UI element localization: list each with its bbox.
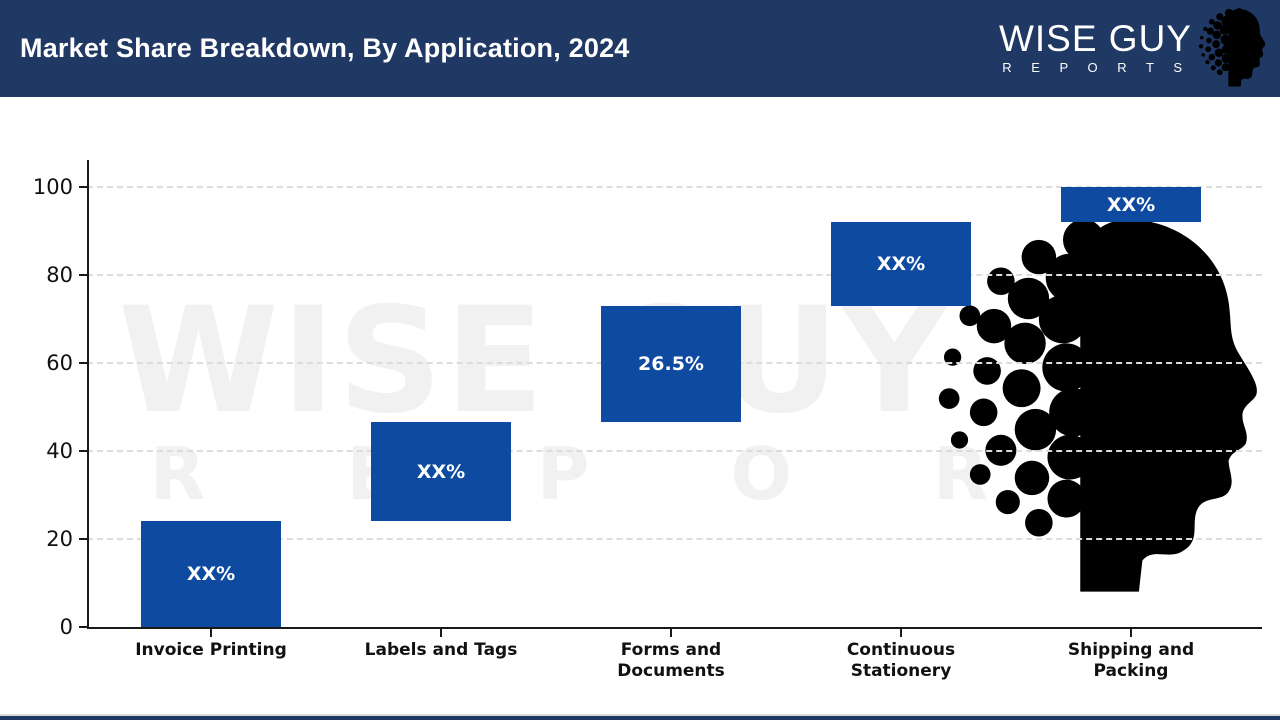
logo-head-icon [1196,5,1268,89]
bar-labels-and-tags: XX% [371,422,511,522]
gridline-20 [87,538,1262,540]
x-tick-mark [670,629,672,637]
y-tick-label-80: 80 [46,263,73,287]
logo-text-wiseguy: WISE GUY [998,17,1192,59]
gridline-80 [87,274,1262,276]
y-tick-mark-20 [79,538,87,540]
gridline-40 [87,450,1262,452]
x-category-label: Labels and Tags [364,640,518,660]
y-tick-label-100: 100 [32,175,73,199]
watermark-wiseguy: WISE GUY [118,276,950,446]
y-tick-label-40: 40 [46,439,73,463]
logo-text-reports: R E P O R T S [1002,59,1190,75]
y-tick-mark-0 [79,626,87,628]
bar-value-label: XX% [186,563,236,586]
x-tick-mark [440,629,442,637]
y-tick-mark-100 [79,186,87,188]
bar-value-label: XX% [416,460,466,483]
bar-forms-and-documents: 26.5% [601,305,741,423]
y-tick-label-60: 60 [46,351,73,375]
x-category-label: Forms and Documents [617,640,725,681]
footer-divider [0,714,1280,716]
bar-value-label: 26.5% [638,353,704,376]
header-bar: Market Share Breakdown, By Application, … [0,0,1280,97]
y-tick-mark-60 [79,362,87,364]
y-tick-mark-80 [79,274,87,276]
bar-shipping-and-packing: XX% [1061,187,1201,223]
bar-value-label: XX% [876,252,926,275]
x-tick-mark [900,629,902,637]
footer-bar [0,716,1280,720]
bar-value-label: XX% [1106,193,1156,216]
watermark-head-icon [925,212,1270,592]
x-category-label: Invoice Printing [135,640,287,660]
x-axis-line [87,627,1262,629]
x-category-label: Continuous Stationery [846,640,956,681]
x-tick-mark [210,629,212,637]
y-axis-line [87,160,89,628]
gridline-100 [87,186,1262,188]
x-category-label: Shipping and Packing [1067,640,1195,681]
x-tick-mark [1130,629,1132,637]
bar-continuous-stationery: XX% [831,222,971,306]
logo-wordmark: WISE GUY R E P O R T S [999,20,1192,75]
wise-guy-logo: WISE GUY R E P O R T S [999,5,1268,89]
y-tick-label-20: 20 [46,527,73,551]
y-tick-label-0: 0 [59,615,73,639]
y-tick-mark-40 [79,450,87,452]
chart-title: Market Share Breakdown, By Application, … [20,33,630,63]
bar-invoice-printing: XX% [141,521,281,627]
